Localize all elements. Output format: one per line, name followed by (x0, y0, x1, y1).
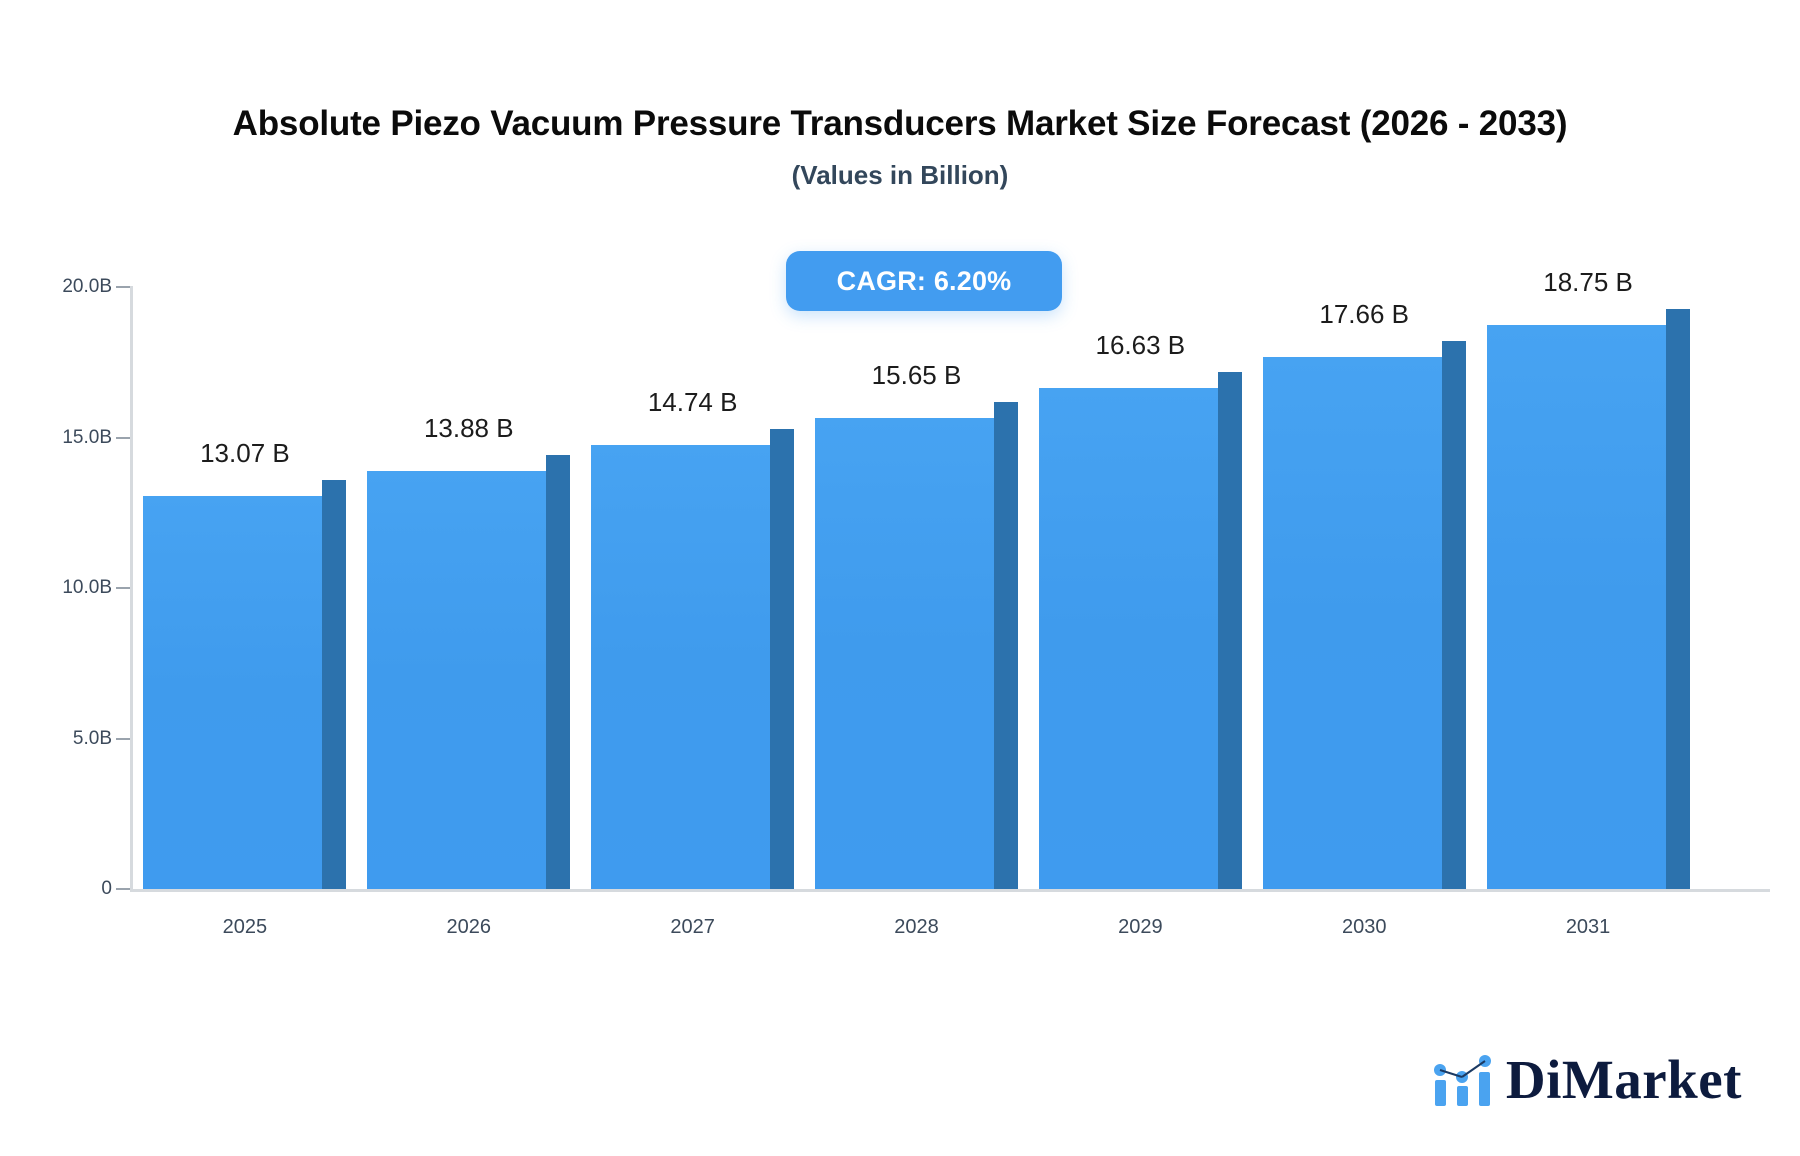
bar-side-face (322, 479, 347, 889)
bar-value-label: 17.66 B (1319, 299, 1410, 330)
x-axis-line (130, 889, 1770, 892)
y-axis-tick-mark (116, 286, 131, 288)
y-axis-tick-label: 0 (101, 878, 112, 899)
bar-front-face (143, 495, 323, 889)
y-axis-tick-mark (116, 587, 131, 589)
x-axis-tick-label: 2029 (1118, 916, 1163, 938)
bar-column[interactable] (815, 0, 1018, 889)
bar-side-face (770, 429, 795, 889)
y-axis-line (130, 286, 133, 891)
chart-title: Absolute Piezo Vacuum Pressure Transduce… (232, 104, 1568, 143)
bar-value-label: 18.75 B (1543, 266, 1633, 297)
bar-column[interactable] (1262, 0, 1466, 889)
bar-value-label: 15.65 B (871, 359, 962, 390)
cagr-badge: CAGR: 6.20% (786, 251, 1062, 311)
x-axis-tick-label: 2028 (894, 916, 939, 938)
y-axis-tick-mark (116, 737, 131, 740)
bar-value-label: 16.63 B (1095, 330, 1186, 361)
bar-side-face (1217, 372, 1242, 889)
x-axis-tick-label: 2027 (670, 916, 715, 938)
bar-column[interactable] (591, 0, 795, 889)
bar-chart-logo-icon (1433, 1055, 1491, 1106)
bar-column[interactable] (1038, 0, 1242, 889)
bar-value-label: 14.74 B (647, 387, 738, 418)
bar-front-face (1262, 357, 1442, 889)
bar-column[interactable] (1486, 0, 1690, 889)
bar-side-face (1665, 308, 1690, 889)
chart-subtitle: (Values in Billion) (791, 160, 1009, 190)
bar-value-label: 13.88 B (423, 413, 514, 444)
x-axis-tick-label: 2030 (1341, 916, 1387, 938)
bar-side-face (994, 401, 1018, 889)
y-axis-tick-mark (116, 436, 131, 439)
y-axis-tick-label: 15.0B (62, 426, 112, 448)
bar-front-face (367, 471, 547, 889)
brand-logo: DiMarket (1432, 1050, 1742, 1108)
bar-front-face (1486, 324, 1666, 889)
bar-front-face (591, 445, 771, 889)
y-axis-tick-label: 5.0B (72, 727, 112, 749)
bar-column[interactable] (143, 0, 347, 889)
x-axis-tick-label: 2031 (1565, 916, 1611, 938)
y-axis-tick-label: 20.0B (62, 276, 112, 297)
x-axis-tick-label: 2026 (446, 916, 492, 938)
y-axis-tick-mark (116, 888, 131, 890)
cagr-badge-label: CAGR: 6.20% (836, 265, 1012, 296)
bar-front-face (1038, 388, 1218, 889)
bar-column[interactable] (367, 0, 571, 889)
bar-front-face (815, 417, 994, 889)
bar-value-label: 13.07 B (200, 437, 290, 468)
x-axis-tick-label: 2025 (222, 916, 268, 938)
brand-name: DiMarket (1505, 1048, 1742, 1110)
bar-side-face (546, 455, 571, 889)
bar-side-face (1441, 341, 1466, 889)
y-axis-tick-label: 10.0B (62, 577, 112, 598)
